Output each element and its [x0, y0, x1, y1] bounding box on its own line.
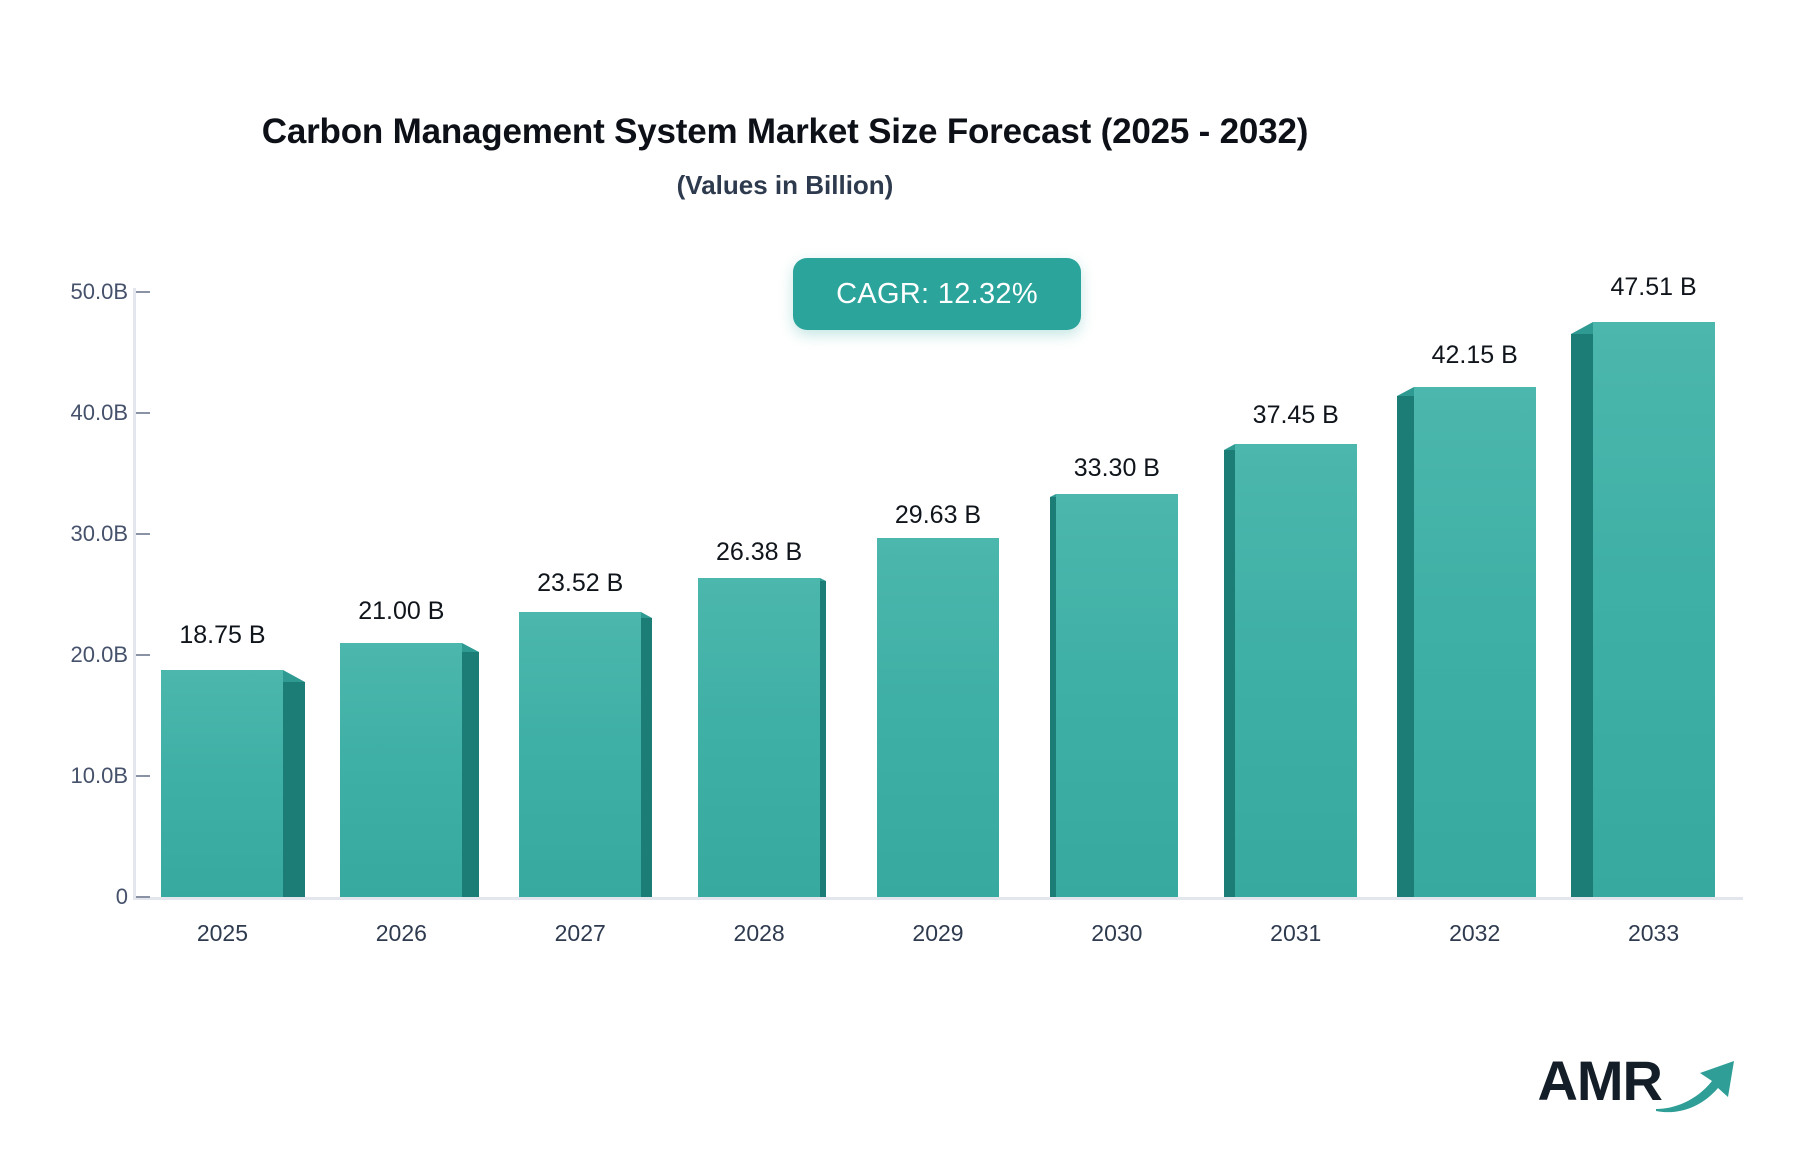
- bar-value-label-2027: 23.52 B: [537, 569, 624, 598]
- amr-logo: AMR: [1537, 1041, 1738, 1120]
- bar-2030: 33.30 B: [1049, 257, 1178, 897]
- bar-value-label-2030: 33.30 B: [1073, 454, 1160, 483]
- growth-arrow-icon: [1652, 1053, 1738, 1120]
- bar-face: [1055, 494, 1178, 897]
- y-tick-mark: [136, 775, 150, 777]
- amr-logo-text: AMR: [1537, 1049, 1663, 1112]
- bar-2029: 29.63 B: [877, 257, 999, 897]
- bar-face: [519, 612, 642, 897]
- y-tick-10.0B: 10.0B: [0, 763, 150, 789]
- bar-top-bevel: [820, 577, 827, 581]
- bar-2025: 18.75 B: [161, 257, 306, 897]
- bar-top-bevel: [462, 642, 480, 652]
- x-tick-2027: 2027: [554, 920, 606, 946]
- bar-2028: 26.38 B: [698, 257, 827, 897]
- x-tick-2028: 2028: [733, 920, 785, 946]
- bar-side-panel: [1223, 449, 1235, 897]
- bar-value-label-2032: 42.15 B: [1431, 341, 1518, 369]
- bar-face: [698, 577, 821, 897]
- bar-2033: 47.51 B: [1570, 257, 1715, 897]
- bar-top-bevel: [1049, 494, 1056, 498]
- bar-2026: 21.00 B: [340, 257, 480, 897]
- x-tick-2031: 2031: [1270, 920, 1322, 946]
- x-tick-2026: 2026: [375, 920, 427, 946]
- bar-face: [1592, 322, 1715, 897]
- bars-layer: 18.75 B 21.00 B 23.52 B 26.38 B 29.63 B 33.30…: [133, 273, 1743, 920]
- bar-value-label-2029: 29.63 B: [894, 501, 982, 530]
- bar-side-panel: [641, 618, 653, 897]
- bar-face: [161, 670, 284, 897]
- bar-side-panel: [1049, 497, 1056, 897]
- y-tick-mark: [136, 412, 150, 414]
- x-tick-2025: 2025: [196, 920, 249, 946]
- bar-face: [1234, 443, 1357, 897]
- bar-side-panel: [1396, 396, 1414, 897]
- x-tick-2030: 2030: [1091, 920, 1143, 946]
- bar-side-panel: [462, 651, 480, 897]
- bar-value-label-2033: 47.51 B: [1610, 273, 1697, 302]
- bar-face: [1413, 387, 1536, 897]
- y-tick-0: 0: [0, 884, 150, 910]
- bar-value-label-2025: 18.75 B: [179, 621, 266, 650]
- y-tick-mark: [136, 896, 150, 898]
- x-tick-2029: 2029: [912, 920, 964, 946]
- x-axis-line: [133, 897, 1743, 900]
- bar-value-label-2031: 37.45 B: [1252, 400, 1339, 429]
- bar-face: [340, 642, 463, 897]
- y-tick-mark: [136, 291, 150, 293]
- y-tick-50.0B: 50.0B: [0, 279, 150, 305]
- bar-value-label-2026: 21.00 B: [358, 596, 445, 625]
- x-tick-2033: 2033: [1627, 920, 1680, 946]
- y-tick-mark: [136, 533, 150, 535]
- cagr-badge-label: CAGR: 12.32%: [836, 277, 1038, 310]
- x-tick-2032: 2032: [1449, 920, 1501, 946]
- plot-area: 0 10.0B 20.0B 30.0B 40.0B 50.0B 18.75 B 21.00 …: [0, 273, 1800, 920]
- y-tick-40.0B: 40.0B: [0, 400, 150, 426]
- cagr-badge: CAGR: 12.32%: [793, 258, 1081, 330]
- bar-2032: 42.15 B: [1396, 257, 1536, 897]
- bar-value-label-2028: 26.38 B: [716, 537, 803, 566]
- y-tick-mark: [136, 654, 150, 656]
- bar-top-bevel: [1570, 322, 1593, 335]
- y-axis-line: [133, 288, 136, 900]
- y-tick-30.0B: 30.0B: [0, 521, 150, 547]
- x-axis-tick-labels: 2025 2026 2027 2028 2029 2030 2031 2032 2033: [133, 920, 1743, 960]
- bar-top-bevel: [1223, 443, 1235, 450]
- bar-side-panel: [283, 682, 306, 897]
- bar-side-panel: [1570, 334, 1593, 897]
- bar-2031: 37.45 B: [1223, 257, 1357, 897]
- y-tick-20.0B: 20.0B: [0, 642, 150, 668]
- bar-top-bevel: [1396, 387, 1414, 396]
- bar-top-bevel: [283, 670, 306, 683]
- bar-face: [877, 538, 999, 897]
- chart-title: Carbon Management System Market Size For…: [261, 112, 1309, 151]
- chart-subtitle: (Values in Billion): [676, 170, 894, 200]
- bar-top-bevel: [641, 612, 653, 619]
- bar-2027: 23.52 B: [519, 257, 653, 897]
- bar-side-panel: [820, 580, 827, 897]
